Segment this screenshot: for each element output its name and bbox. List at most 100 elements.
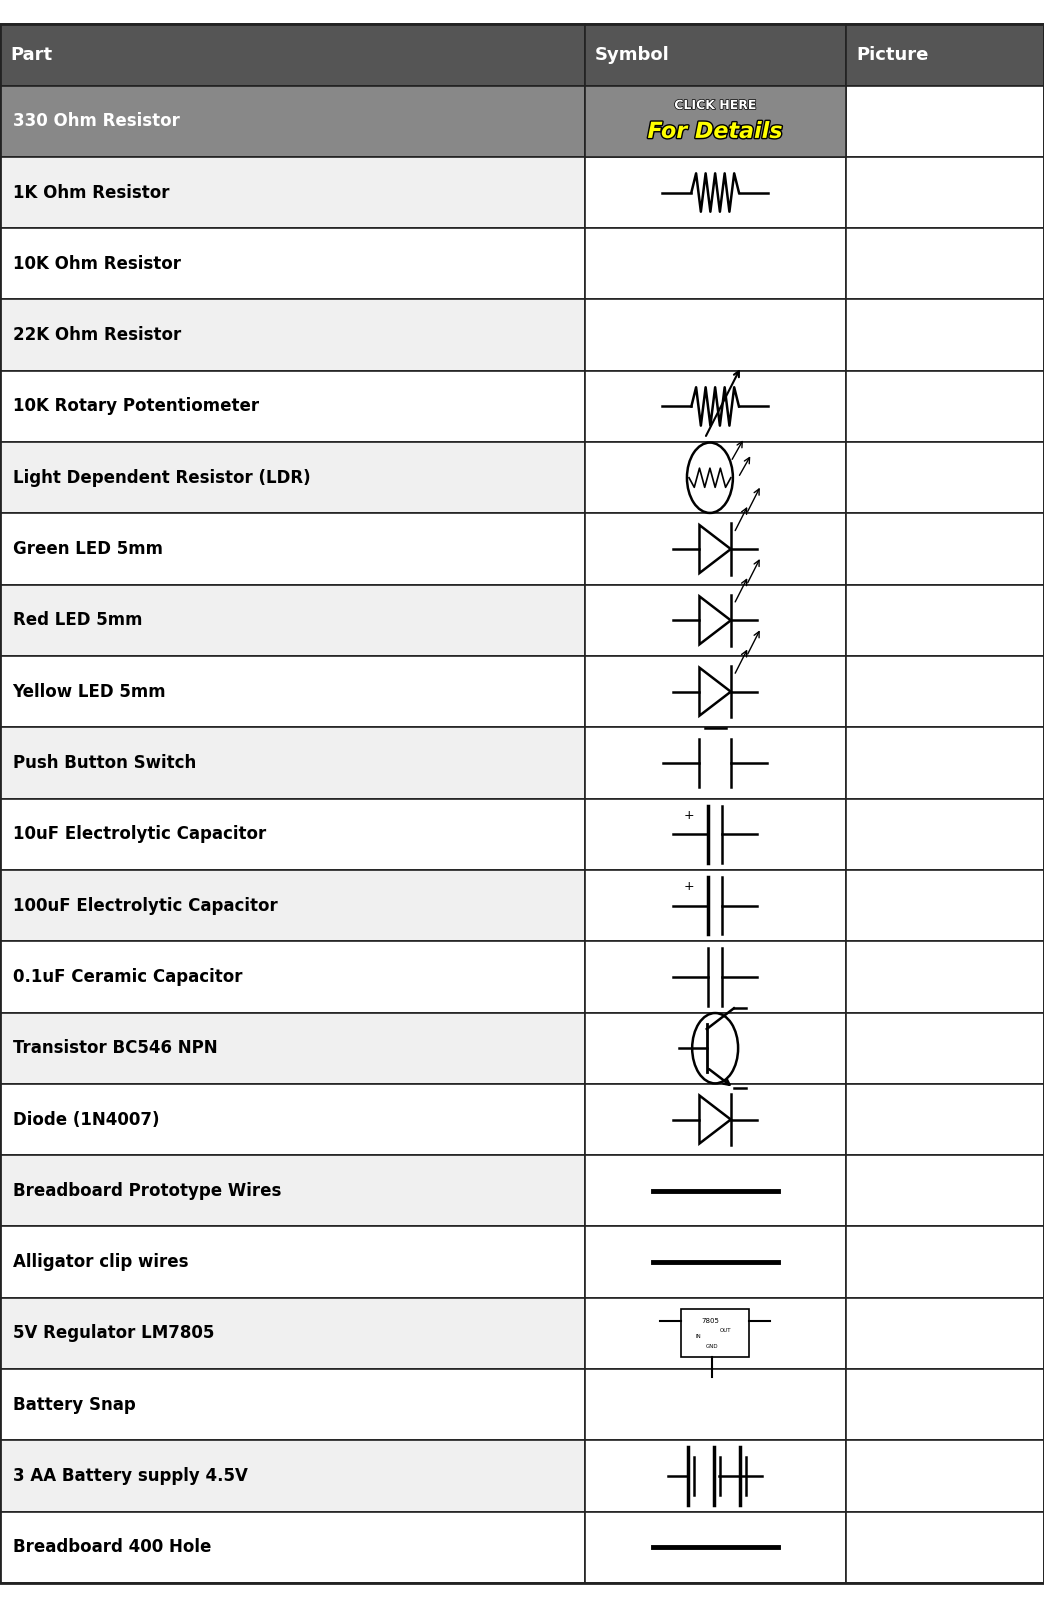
Bar xyxy=(846,86,1044,157)
Bar xyxy=(0,299,585,371)
Text: 10K Ohm Resistor: 10K Ohm Resistor xyxy=(13,254,181,273)
Bar xyxy=(846,229,1044,299)
Bar xyxy=(846,798,1044,870)
Bar xyxy=(681,1310,749,1358)
Text: 100uF Electrolytic Capacitor: 100uF Electrolytic Capacitor xyxy=(13,897,278,915)
Bar xyxy=(585,86,846,157)
Bar xyxy=(846,1012,1044,1084)
Bar xyxy=(846,728,1044,798)
Bar xyxy=(585,728,846,798)
Text: GND: GND xyxy=(706,1343,718,1348)
Bar xyxy=(846,1369,1044,1441)
Bar xyxy=(846,157,1044,229)
Text: Green LED 5mm: Green LED 5mm xyxy=(13,540,163,558)
Bar xyxy=(0,441,585,513)
Bar xyxy=(585,86,846,157)
Text: Push Button Switch: Push Button Switch xyxy=(13,755,196,772)
Text: Battery Snap: Battery Snap xyxy=(13,1396,136,1414)
Bar xyxy=(846,585,1044,656)
Bar xyxy=(846,371,1044,441)
Bar xyxy=(585,1298,846,1369)
Text: Diode (1N4007): Diode (1N4007) xyxy=(13,1111,159,1129)
Text: Symbol: Symbol xyxy=(595,46,670,64)
Text: Picture: Picture xyxy=(856,46,928,64)
Bar xyxy=(0,728,585,798)
Text: Part: Part xyxy=(10,46,52,64)
Text: 0.1uF Ceramic Capacitor: 0.1uF Ceramic Capacitor xyxy=(13,967,242,987)
Text: 5V Regulator LM7805: 5V Regulator LM7805 xyxy=(13,1324,214,1343)
Text: Alligator clip wires: Alligator clip wires xyxy=(13,1254,188,1271)
Text: For Details: For Details xyxy=(647,122,783,142)
Bar xyxy=(846,656,1044,728)
Bar xyxy=(846,24,1044,86)
Bar xyxy=(585,229,846,299)
Bar xyxy=(585,371,846,441)
Bar xyxy=(585,1441,846,1511)
Bar xyxy=(585,870,846,942)
Bar xyxy=(0,1154,585,1226)
Text: Breadboard Prototype Wires: Breadboard Prototype Wires xyxy=(13,1182,281,1199)
Bar xyxy=(0,656,585,728)
Bar xyxy=(585,1369,846,1441)
Bar xyxy=(0,870,585,942)
Bar xyxy=(0,1298,585,1369)
Text: Breadboard 400 Hole: Breadboard 400 Hole xyxy=(13,1538,211,1556)
Text: 330 Ohm Resistor: 330 Ohm Resistor xyxy=(13,112,180,130)
Bar xyxy=(585,942,846,1012)
Bar xyxy=(846,1511,1044,1583)
Bar xyxy=(0,86,585,157)
Bar xyxy=(585,1511,846,1583)
Bar xyxy=(0,798,585,870)
Bar xyxy=(585,1012,846,1084)
Bar xyxy=(846,513,1044,585)
Text: 10uF Electrolytic Capacitor: 10uF Electrolytic Capacitor xyxy=(13,825,266,843)
Bar xyxy=(846,1226,1044,1298)
Bar xyxy=(846,1441,1044,1511)
Bar xyxy=(846,1084,1044,1154)
Bar xyxy=(846,299,1044,371)
Bar xyxy=(585,299,846,371)
Bar xyxy=(0,1369,585,1441)
Bar xyxy=(0,24,585,86)
Text: 10K Rotary Potentiometer: 10K Rotary Potentiometer xyxy=(13,398,259,416)
Text: +: + xyxy=(684,809,694,822)
Bar xyxy=(0,1226,585,1298)
Bar xyxy=(0,1012,585,1084)
Bar xyxy=(585,1154,846,1226)
Bar xyxy=(0,585,585,656)
Text: 7805: 7805 xyxy=(701,1318,719,1324)
Bar xyxy=(0,371,585,441)
Text: 3 AA Battery supply 4.5V: 3 AA Battery supply 4.5V xyxy=(13,1466,247,1485)
Bar xyxy=(0,1084,585,1154)
Bar xyxy=(846,1154,1044,1226)
Bar xyxy=(585,656,846,728)
Bar xyxy=(846,942,1044,1012)
Bar xyxy=(0,1511,585,1583)
Text: Transistor BC546 NPN: Transistor BC546 NPN xyxy=(13,1039,217,1057)
Text: +: + xyxy=(684,879,694,892)
Bar xyxy=(585,585,846,656)
Text: Yellow LED 5mm: Yellow LED 5mm xyxy=(13,683,166,700)
Bar xyxy=(0,513,585,585)
Text: IN: IN xyxy=(695,1334,702,1338)
Text: Light Dependent Resistor (LDR): Light Dependent Resistor (LDR) xyxy=(13,469,310,486)
Bar xyxy=(585,513,846,585)
Bar xyxy=(0,229,585,299)
Text: 1K Ohm Resistor: 1K Ohm Resistor xyxy=(13,184,169,201)
Bar xyxy=(585,24,846,86)
Bar xyxy=(585,1084,846,1154)
Bar xyxy=(846,870,1044,942)
Bar xyxy=(585,157,846,229)
Bar xyxy=(585,1226,846,1298)
Text: CLICK HERE: CLICK HERE xyxy=(674,99,756,112)
Text: Red LED 5mm: Red LED 5mm xyxy=(13,611,142,630)
Bar xyxy=(585,441,846,513)
Bar xyxy=(846,1298,1044,1369)
Bar xyxy=(0,157,585,229)
Bar xyxy=(846,441,1044,513)
Bar xyxy=(0,1441,585,1511)
Text: 22K Ohm Resistor: 22K Ohm Resistor xyxy=(13,326,181,344)
Bar xyxy=(0,942,585,1012)
Text: OUT: OUT xyxy=(719,1327,732,1332)
Bar xyxy=(585,798,846,870)
